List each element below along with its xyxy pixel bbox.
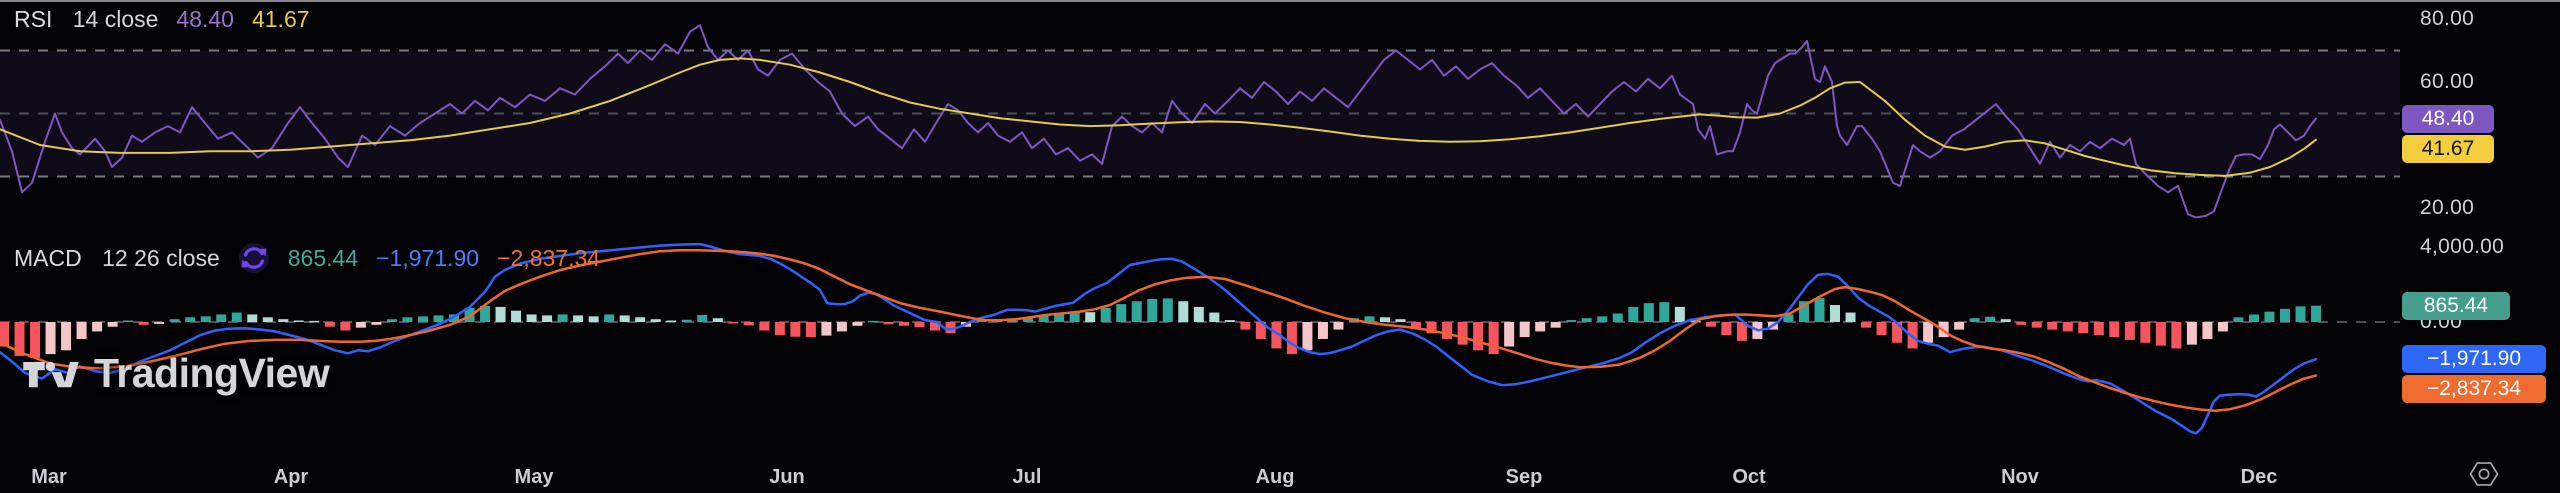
month-label-nov: Nov xyxy=(2001,466,2039,488)
month-label-apr: Apr xyxy=(273,466,309,488)
month-label-jul: Jul xyxy=(1012,466,1042,488)
rsi-legend: RSI 14 close 48.40 41.67 xyxy=(14,6,310,33)
price-badge: 865.44 xyxy=(2402,291,2510,320)
price-badge: 41.67 xyxy=(2402,134,2494,163)
time-axis[interactable]: Mar Apr May Jun Jul Aug Sep Oct Nov Dec xyxy=(0,458,2560,493)
time-axis-separator[interactable] xyxy=(0,0,2560,2)
tradingview-logo[interactable]: TradingView xyxy=(22,350,330,397)
price-badge: −2,837.34 xyxy=(2402,375,2546,404)
macd-line-value: −1,971.90 xyxy=(376,244,480,271)
macd-params: 12 26 close xyxy=(102,244,220,271)
gear-icon xyxy=(2469,462,2499,486)
tradingview-logo-icon xyxy=(23,361,79,387)
month-label-may: May xyxy=(514,466,554,488)
macd-hist-value: 865.44 xyxy=(287,244,359,271)
rsi-title: RSI xyxy=(14,6,53,32)
month-label-mar: Mar xyxy=(31,466,67,488)
rsi-axis-label: 60.00 xyxy=(2420,70,2475,93)
macd-indicator-title[interactable]: MACD 12 26 close xyxy=(14,245,220,272)
macd-title: MACD xyxy=(14,244,82,271)
rsi-indicator-title[interactable]: RSI 14 close xyxy=(14,6,158,33)
month-label-oct: Oct xyxy=(1732,466,1766,488)
rsi-axis-label: 20.00 xyxy=(2420,196,2475,219)
refresh-icon[interactable] xyxy=(238,242,270,274)
tradingview-logo-text: TradingView xyxy=(94,350,330,396)
rsi-params: 14 close xyxy=(72,6,159,32)
rsi-ma-value: 41.67 xyxy=(251,6,310,32)
time-axis-settings-button[interactable] xyxy=(2462,456,2506,492)
macd-signal-value: −2,837.34 xyxy=(497,244,601,271)
month-label-jun: Jun xyxy=(769,466,805,488)
rsi-value: 48.40 xyxy=(176,6,234,32)
price-badge: 48.40 xyxy=(2402,104,2494,133)
month-label-dec: Dec xyxy=(2240,466,2278,488)
macd-axis-label: 4,000.00 xyxy=(2420,234,2505,258)
month-label-sep: Sep xyxy=(1505,466,1543,488)
price-badge: −1,971.90 xyxy=(2402,345,2546,374)
month-label-aug: Aug xyxy=(1255,466,1295,488)
rsi-axis-label: 80.00 xyxy=(2420,7,2475,30)
macd-legend: MACD 12 26 close 865.44 −1,971.90 −2,837… xyxy=(14,242,600,274)
